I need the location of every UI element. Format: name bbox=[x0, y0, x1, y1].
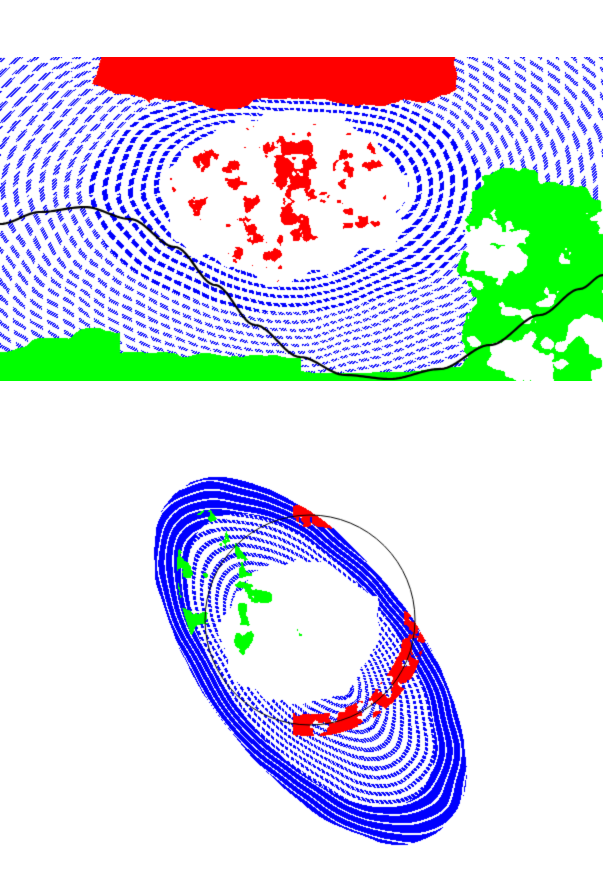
flat-projection-canvas bbox=[0, 57, 603, 381]
top-panel-flat-projection bbox=[0, 57, 603, 381]
bottom-panel-globe-projection bbox=[0, 420, 603, 883]
globe-projection-canvas bbox=[0, 420, 603, 883]
